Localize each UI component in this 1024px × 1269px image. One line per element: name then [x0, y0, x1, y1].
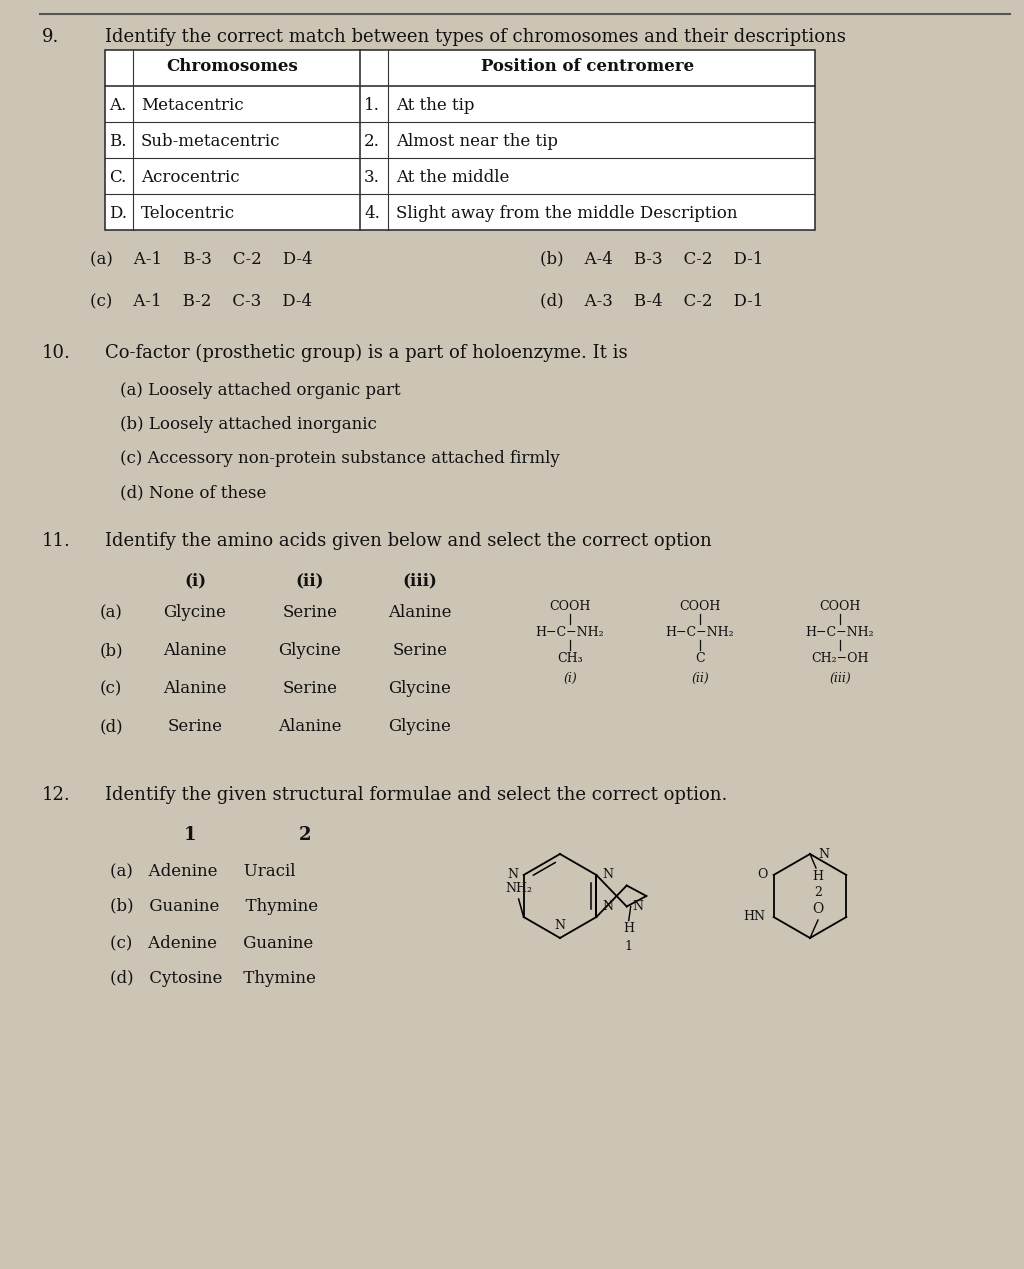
- Text: Identify the correct match between types of chromosomes and their descriptions: Identify the correct match between types…: [105, 28, 846, 46]
- Text: 1: 1: [183, 826, 197, 844]
- Text: 12.: 12.: [42, 786, 71, 805]
- Text: N: N: [818, 848, 829, 860]
- Text: H−C−NH₂: H−C−NH₂: [536, 626, 604, 640]
- Text: (b)    A-4    B-3    C-2    D-1: (b) A-4 B-3 C-2 D-1: [540, 250, 763, 266]
- Text: (iii): (iii): [402, 572, 437, 589]
- Text: (c): (c): [100, 680, 123, 697]
- Text: (iii): (iii): [829, 673, 851, 685]
- Text: (b)   Guanine     Thymine: (b) Guanine Thymine: [110, 898, 318, 915]
- Text: C.: C.: [109, 169, 126, 187]
- Text: (d)    A-3    B-4    C-2    D-1: (d) A-3 B-4 C-2 D-1: [540, 292, 763, 308]
- Text: Position of centromere: Position of centromere: [481, 58, 694, 75]
- Text: At the tip: At the tip: [396, 96, 474, 114]
- Text: (b): (b): [100, 642, 124, 659]
- Text: 2: 2: [299, 826, 311, 844]
- Text: (c)   Adenine     Guanine: (c) Adenine Guanine: [110, 934, 313, 950]
- Text: Chromosomes: Chromosomes: [167, 58, 298, 75]
- Text: Co-factor (prosthetic group) is a part of holoenzyme. It is: Co-factor (prosthetic group) is a part o…: [105, 344, 628, 362]
- Text: HN: HN: [743, 910, 766, 924]
- Text: H−C−NH₂: H−C−NH₂: [666, 626, 734, 640]
- Text: Identify the given structural formulae and select the correct option.: Identify the given structural formulae a…: [105, 786, 727, 805]
- Text: 2: 2: [814, 886, 822, 898]
- Text: Glycine: Glycine: [164, 604, 226, 621]
- Text: O: O: [758, 868, 768, 882]
- Text: (a)    A-1    B-3    C-2    D-4: (a) A-1 B-3 C-2 D-4: [90, 250, 312, 266]
- Text: Acrocentric: Acrocentric: [141, 169, 240, 187]
- Text: H: H: [624, 923, 634, 935]
- Text: COOH: COOH: [549, 600, 591, 613]
- Text: CH₂−OH: CH₂−OH: [811, 652, 868, 665]
- Text: At the middle: At the middle: [396, 169, 509, 187]
- Text: O: O: [812, 902, 823, 916]
- Text: N: N: [508, 868, 518, 882]
- Text: Serine: Serine: [283, 680, 338, 697]
- Text: 2.: 2.: [364, 133, 380, 150]
- Text: (d)   Cytosine    Thymine: (d) Cytosine Thymine: [110, 970, 315, 987]
- Text: Serine: Serine: [283, 604, 338, 621]
- Text: (b) Loosely attached inorganic: (b) Loosely attached inorganic: [120, 416, 377, 433]
- Text: N: N: [555, 919, 565, 931]
- Text: 3.: 3.: [364, 169, 380, 187]
- Text: N: N: [602, 900, 613, 912]
- Text: (d): (d): [100, 718, 124, 735]
- Text: Alanine: Alanine: [279, 718, 342, 735]
- Text: Slight away from the middle Description: Slight away from the middle Description: [396, 206, 737, 222]
- Text: (ii): (ii): [296, 572, 325, 589]
- Text: 4.: 4.: [364, 206, 380, 222]
- Text: (i): (i): [184, 572, 206, 589]
- Text: (ii): (ii): [691, 673, 709, 685]
- Text: H−C−NH₂: H−C−NH₂: [806, 626, 874, 640]
- Bar: [105, 49, 815, 230]
- Text: 11.: 11.: [42, 532, 71, 549]
- Text: Almost near the tip: Almost near the tip: [396, 133, 558, 150]
- Text: N: N: [602, 868, 613, 882]
- Text: COOH: COOH: [679, 600, 721, 613]
- Text: CH₃: CH₃: [557, 652, 583, 665]
- Text: Glycine: Glycine: [388, 680, 452, 697]
- Text: 9.: 9.: [42, 28, 59, 46]
- Text: (a) Loosely attached organic part: (a) Loosely attached organic part: [120, 382, 400, 398]
- Text: Metacentric: Metacentric: [141, 96, 244, 114]
- Text: 10.: 10.: [42, 344, 71, 362]
- Text: Serine: Serine: [168, 718, 222, 735]
- Text: (a)   Adenine     Uracil: (a) Adenine Uracil: [110, 862, 296, 879]
- Text: B.: B.: [109, 133, 127, 150]
- Text: A.: A.: [109, 96, 126, 114]
- Text: Alanine: Alanine: [163, 642, 226, 659]
- Text: N: N: [633, 900, 644, 912]
- Text: Identify the amino acids given below and select the correct option: Identify the amino acids given below and…: [105, 532, 712, 549]
- Text: 1: 1: [625, 940, 633, 953]
- Text: Glycine: Glycine: [388, 718, 452, 735]
- Text: Telocentric: Telocentric: [141, 206, 236, 222]
- Text: 1.: 1.: [364, 96, 380, 114]
- Text: Serine: Serine: [392, 642, 447, 659]
- Text: Alanine: Alanine: [388, 604, 452, 621]
- Text: Alanine: Alanine: [163, 680, 226, 697]
- Text: Glycine: Glycine: [279, 642, 341, 659]
- Text: (c)    A-1    B-2    C-3    D-4: (c) A-1 B-2 C-3 D-4: [90, 292, 312, 308]
- Text: H: H: [812, 871, 823, 883]
- Text: (a): (a): [100, 604, 123, 621]
- Text: (i): (i): [563, 673, 577, 685]
- Text: NH₂: NH₂: [505, 882, 532, 895]
- Text: (d) None of these: (d) None of these: [120, 483, 266, 501]
- Text: Sub-metacentric: Sub-metacentric: [141, 133, 281, 150]
- Text: D.: D.: [109, 206, 127, 222]
- Text: COOH: COOH: [819, 600, 861, 613]
- Text: C: C: [695, 652, 705, 665]
- Text: (c) Accessory non-protein substance attached firmly: (c) Accessory non-protein substance atta…: [120, 450, 560, 467]
